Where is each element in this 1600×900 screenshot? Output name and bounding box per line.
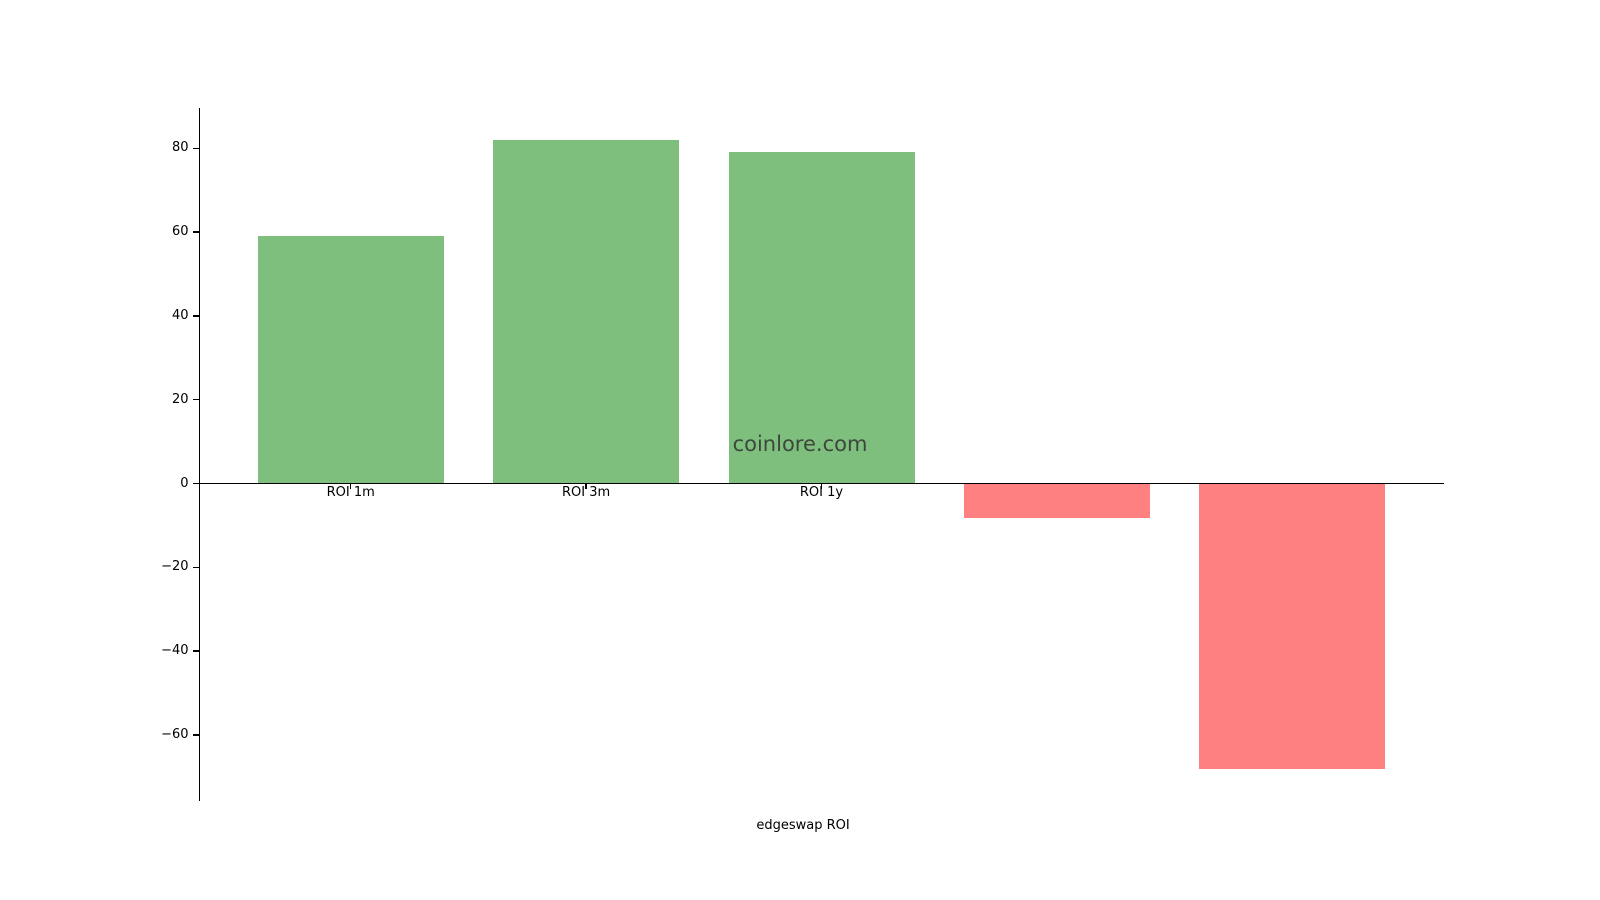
y-tick-label: 0 (180, 475, 189, 491)
x-tick-label-roi-3m: ROI 3m (562, 485, 611, 500)
bar-unlabeled-5 (1199, 484, 1386, 770)
x-tick-label-roi-1y: ROI 1y (799, 485, 844, 500)
y-tick-label: 60 (171, 224, 189, 240)
y-axis-line (198, 108, 200, 801)
watermark-text: coinlore.com (732, 432, 868, 456)
y-tick-label: −20 (161, 559, 189, 575)
y-tick-mark (192, 231, 199, 233)
y-tick-mark (192, 398, 199, 401)
y-tick-mark (192, 482, 199, 485)
bar-roi-1m (257, 236, 444, 484)
y-tick-label: 80 (171, 140, 189, 156)
y-tick-mark (192, 734, 199, 736)
x-tick-mark (585, 484, 587, 490)
x-tick-label-roi-1m: ROI 1m (326, 485, 375, 500)
bar-roi-3m (493, 139, 680, 484)
y-tick-mark (192, 650, 199, 652)
y-tick-mark (192, 566, 199, 569)
bar-unlabeled-4 (963, 484, 1150, 518)
x-axis-line (198, 482, 1444, 485)
y-tick-label: −60 (161, 726, 189, 742)
x-tick-mark (349, 484, 352, 490)
y-tick-mark (192, 315, 199, 317)
y-tick-mark (192, 147, 199, 150)
x-tick-mark (820, 484, 823, 490)
bar-roi-1y (728, 152, 915, 484)
y-tick-label: −40 (161, 643, 189, 659)
y-tick-label: 40 (171, 307, 189, 323)
y-tick-label: 20 (171, 391, 189, 407)
chart-x-label: edgeswap ROI (756, 818, 850, 833)
